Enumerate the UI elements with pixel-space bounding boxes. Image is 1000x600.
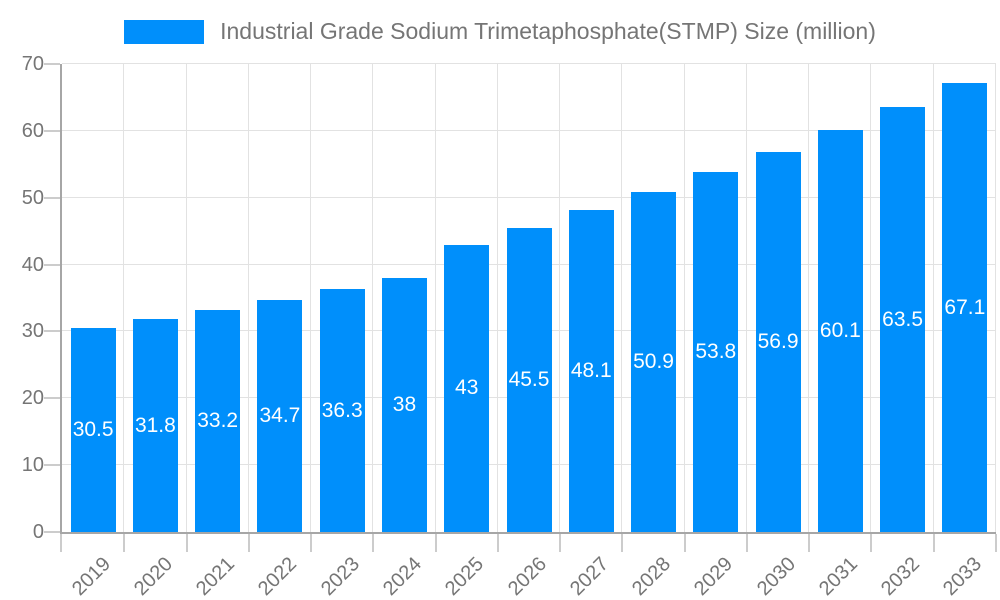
x-gridline [310,64,312,532]
y-axis-tick-label: 30 [21,320,44,343]
y-axis-tick-label: 40 [21,253,44,276]
y-axis-tick [44,129,60,132]
bar-2027[interactable] [568,210,614,532]
x-gridline [995,64,996,532]
legend[interactable]: Industrial Grade Sodium Trimetaphosphate… [0,18,1000,45]
bar-2032[interactable] [880,107,926,532]
y-axis-tick [44,63,60,65]
y-axis-tick-label: 70 [21,53,44,75]
x-gridline [745,64,747,532]
x-axis-tick [745,534,748,552]
x-axis-tick [310,534,313,552]
x-axis-tick [559,534,562,552]
y-gridline [62,129,996,131]
bar-2031[interactable] [817,130,863,532]
x-gridline [185,64,187,532]
x-gridline [559,64,561,532]
y-axis-tick [44,531,60,533]
x-axis-tick [434,534,437,552]
x-gridline [683,64,685,532]
x-axis-tick [247,534,250,552]
x-axis-tick [808,534,811,552]
bar-2023[interactable] [319,289,365,532]
x-axis-tick [372,534,375,552]
x-axis-tick [496,534,499,552]
y-axis-tick [44,263,60,266]
y-axis-tick [44,397,60,400]
x-gridline [372,64,374,532]
y-axis-tick-label: 0 [32,521,44,543]
y-axis-tick [44,330,60,333]
bar-2020[interactable] [132,319,178,532]
bar-2024[interactable] [381,277,427,532]
bar-2030[interactable] [755,151,801,532]
plot-area: 0 10 20 30 40 50 60 70 30.5 2019 31.8 2020 33.2 2021 3… [22,53,997,600]
y-axis-tick [44,196,60,199]
x-gridline [496,64,498,532]
x-gridline [434,64,436,532]
bar-2022[interactable] [257,300,303,532]
bar-2026[interactable] [506,227,552,532]
x-axis-tick [995,534,997,552]
bar-2028[interactable] [631,191,677,532]
x-axis-tick [621,534,624,552]
legend-label: Industrial Grade Sodium Trimetaphosphate… [220,18,876,44]
x-axis-tick [60,534,62,552]
bar-2021[interactable] [195,310,241,532]
x-axis-tick [123,534,126,552]
x-gridline [123,64,125,532]
y-gridline [62,63,996,64]
y-axis-tick-label: 20 [21,387,44,410]
y-axis-tick-label: 60 [21,119,44,142]
y-axis-tick-label: 10 [21,454,44,477]
bar-2033[interactable] [942,83,988,532]
y-axis-tick-label: 50 [21,186,44,209]
x-gridline [808,64,810,532]
bar-2019[interactable] [70,328,116,532]
x-gridline [621,64,623,532]
x-gridline [932,64,934,532]
x-axis-tick [932,534,935,552]
y-gridline [62,196,996,198]
x-gridline [870,64,872,532]
x-gridline [247,64,249,532]
bar-2029[interactable] [693,172,739,532]
bar-2025[interactable] [444,244,490,532]
x-axis-tick [185,534,188,552]
legend-swatch [124,19,205,44]
x-axis-tick [683,534,686,552]
y-axis-tick [44,464,60,467]
x-axis-tick [870,534,873,552]
